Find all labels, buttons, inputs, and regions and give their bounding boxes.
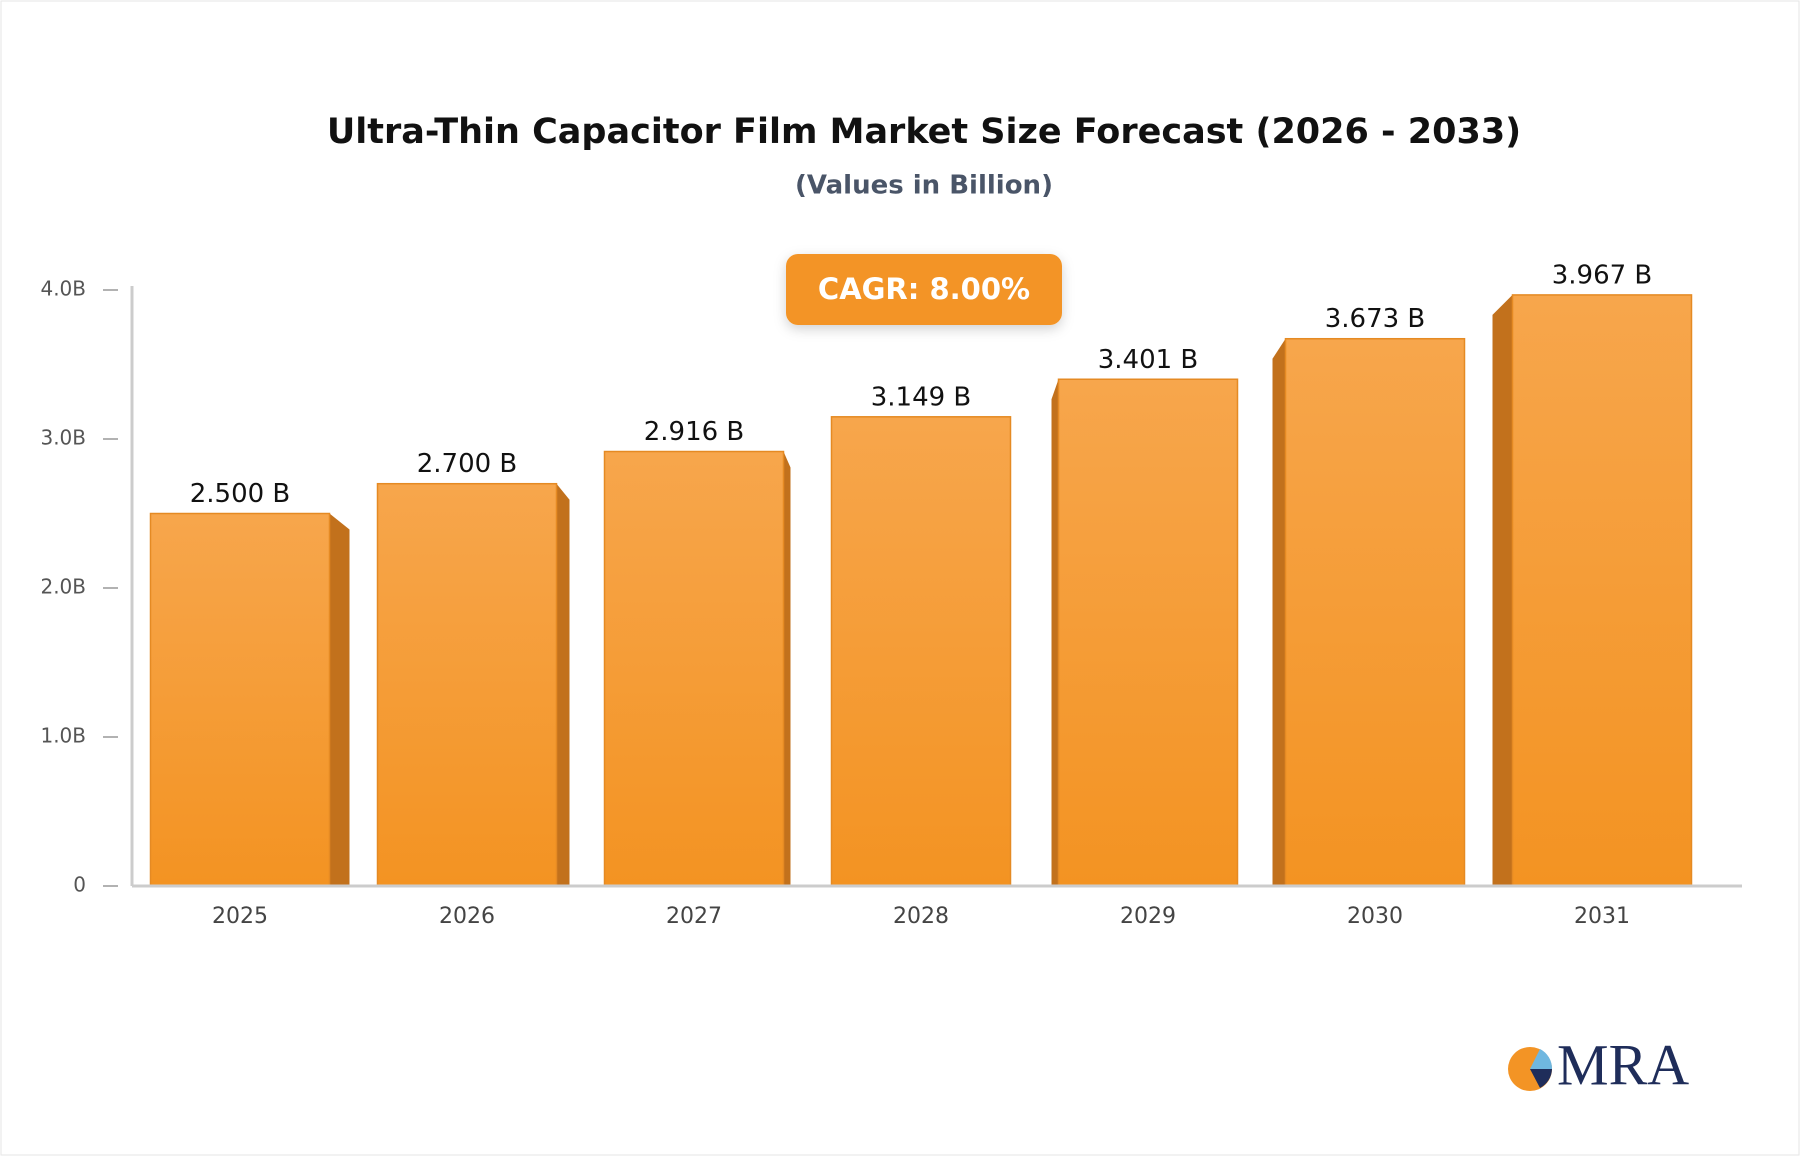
bar: [149, 512, 331, 887]
cagr-badge: CAGR: 8.00%: [786, 254, 1062, 325]
bar: [1511, 294, 1693, 887]
logo-slice: [1530, 1049, 1553, 1069]
x-tick-label: 2028: [893, 904, 949, 929]
bar: [603, 450, 785, 887]
y-tick-label: 4.0B: [40, 277, 86, 301]
bar-side: [1272, 338, 1286, 886]
value-label: 3.673 B: [1325, 304, 1426, 334]
bar: [830, 416, 1012, 887]
bar-side: [556, 483, 570, 886]
bar-side: [329, 513, 350, 886]
value-label: 3.401 B: [1098, 345, 1199, 375]
logo-text: MRA: [1557, 1032, 1689, 1097]
x-tick-label: 2026: [439, 904, 495, 929]
chart-subtitle: (Values in Billion): [795, 171, 1053, 201]
bar-side: [783, 451, 791, 886]
y-tick-label: 2.0B: [40, 575, 86, 599]
bar: [1057, 378, 1239, 887]
y-tick-label: 1.0B: [40, 724, 86, 748]
cagr-box: [786, 254, 1062, 325]
value-label: 3.967 B: [1552, 260, 1653, 290]
chart-title: Ultra-Thin Capacitor Film Market Size Fo…: [327, 112, 1521, 152]
y-tick-label: 0: [73, 873, 86, 897]
value-label: 2.700 B: [417, 449, 518, 479]
x-tick-label: 2029: [1120, 904, 1176, 929]
logo: MRA: [1508, 1032, 1689, 1097]
x-tick-label: 2030: [1347, 904, 1403, 929]
value-label: 2.916 B: [644, 417, 745, 447]
bar: [376, 482, 558, 887]
value-label: 3.149 B: [871, 382, 972, 412]
value-label: 2.500 B: [190, 479, 291, 509]
cagr-label: CAGR: 8.00%: [818, 272, 1030, 306]
x-tick-label: 2027: [666, 904, 722, 929]
bar-side: [1051, 379, 1059, 886]
y-tick-label: 3.0B: [40, 426, 86, 450]
logo-slice: [1530, 1069, 1552, 1088]
bar: [1284, 337, 1466, 887]
x-tick-label: 2031: [1574, 904, 1630, 929]
x-tick-label: 2025: [212, 904, 268, 929]
bar-side: [1492, 294, 1513, 886]
